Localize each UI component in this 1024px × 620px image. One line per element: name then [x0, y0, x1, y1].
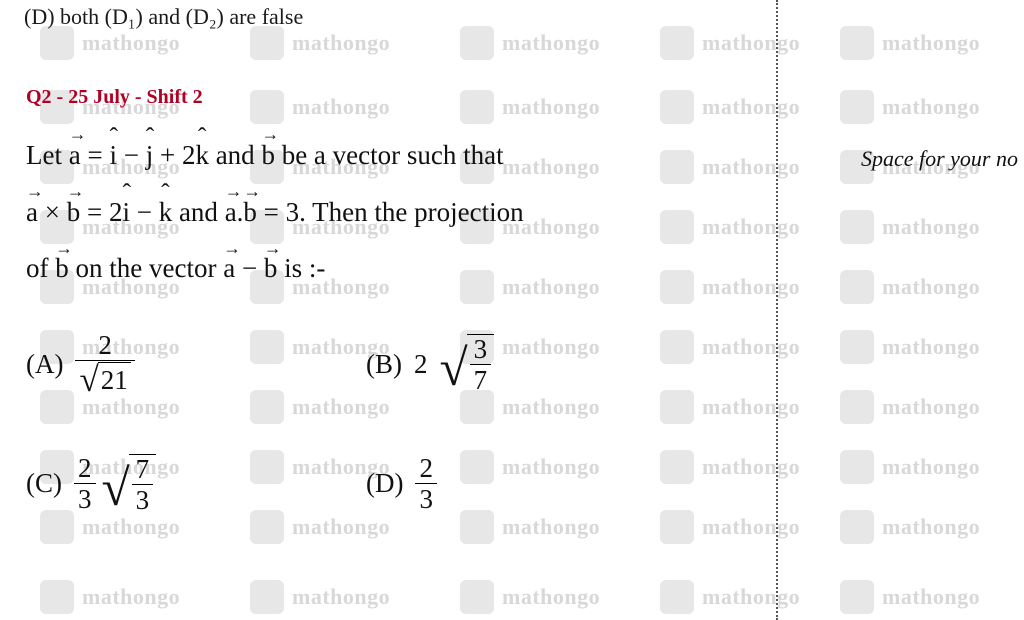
page-content: (D) both (D₁) and (D₂) are false Q2 - 25…	[0, 0, 780, 514]
vector-a: a	[26, 184, 38, 241]
numerator: 2	[74, 454, 96, 483]
stem-text: and	[172, 197, 224, 227]
vector-a: a	[223, 240, 235, 297]
radical-icon: √	[79, 362, 98, 397]
square-root: √ 3 7	[440, 334, 495, 395]
stem-text: be a vector such that	[275, 140, 504, 170]
square-root: √ 7 3	[102, 454, 157, 515]
stem-text: on the vector	[69, 253, 223, 283]
option-c[interactable]: (C) 2 3 √ 7 3	[26, 454, 326, 515]
stem-text: −	[130, 197, 159, 227]
stem-text: and	[209, 140, 261, 170]
denominator: 3	[415, 483, 437, 513]
option-label: (C)	[26, 468, 62, 499]
stem-text: = 2	[80, 197, 122, 227]
fraction: 2 3	[415, 454, 437, 514]
vector-b: b	[55, 240, 69, 297]
option-label: (A)	[26, 349, 63, 380]
stem-text: = 3	[257, 197, 299, 227]
stem-text: .	[237, 197, 244, 227]
numerator: 2	[94, 331, 116, 360]
denominator: 7	[470, 364, 492, 394]
question-stem: Let a = i − j + 2k and b be a vector suc…	[26, 127, 760, 297]
stem-text: ×	[38, 197, 67, 227]
question-label: Q2 - 25 July - Shift 2	[26, 86, 760, 109]
stem-text: of	[26, 253, 55, 283]
numerator: 3	[470, 335, 492, 364]
fraction: 7 3	[132, 455, 154, 515]
vector-b: b	[261, 127, 275, 184]
stem-text: . Then the projection	[299, 197, 523, 227]
numerator: 7	[132, 455, 154, 484]
radicand: 7 3	[129, 454, 157, 515]
denominator: √ 21	[75, 360, 134, 397]
option-b[interactable]: (B) 2 √ 3 7	[366, 331, 666, 397]
radicand: 3 7	[467, 334, 495, 395]
fraction: 2 3	[74, 454, 96, 514]
denominator: 3	[132, 484, 154, 514]
numerator: 2	[415, 454, 437, 483]
coefficient: 2	[414, 349, 428, 380]
unit-k: k	[159, 184, 173, 241]
vector-b: b	[243, 184, 257, 241]
option-d[interactable]: (D) 2 3	[366, 454, 666, 515]
stem-text: =	[81, 140, 110, 170]
unit-i: i	[109, 127, 117, 184]
stem-text: Let	[26, 140, 69, 170]
denominator: 3	[74, 483, 96, 513]
option-a[interactable]: (A) 2 √ 21	[26, 331, 326, 397]
stem-text: is :-	[277, 253, 325, 283]
unit-k: k	[195, 127, 209, 184]
radical-icon: √	[102, 463, 130, 514]
stem-text: −	[117, 140, 146, 170]
options-grid: (A) 2 √ 21 (B) 2 √ 3 7	[26, 331, 760, 514]
vector-b: b	[264, 240, 278, 297]
fraction: 3 7	[470, 335, 492, 395]
unit-j: j	[146, 127, 154, 184]
option-label: (D)	[366, 468, 403, 499]
square-root: √ 21	[79, 362, 130, 397]
radicand: 21	[98, 362, 131, 397]
previous-option-cut: (D) both (D₁) and (D₂) are false	[20, 0, 760, 40]
side-note: Space for your no	[861, 146, 1018, 172]
radical-icon: √	[440, 343, 468, 394]
fraction: 2 √ 21	[75, 331, 134, 397]
option-label: (B)	[366, 349, 402, 380]
unit-i: i	[122, 184, 130, 241]
